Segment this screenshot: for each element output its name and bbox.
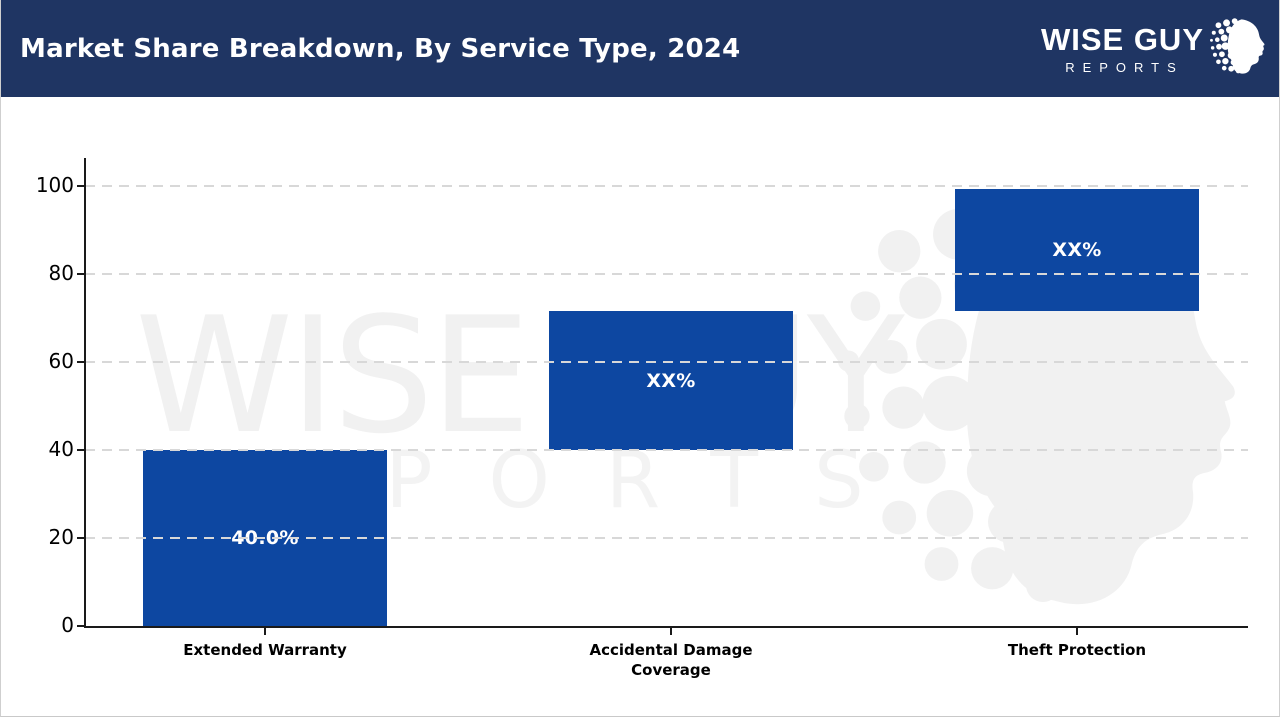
y-axis-tick xyxy=(77,185,85,187)
logo-text: WISE GUY REPORTS xyxy=(1041,22,1204,75)
y-axis-tick xyxy=(77,625,85,627)
wise-guy-reports-logo: WISE GUY REPORTS xyxy=(1041,7,1280,91)
logo-head-icon xyxy=(1210,17,1265,74)
bar-value-label: XX% xyxy=(646,369,696,392)
y-gridline xyxy=(85,185,1248,187)
chart-title: Market Share Breakdown, By Service Type,… xyxy=(20,33,741,64)
y-axis-line xyxy=(84,158,86,627)
y-tick-label: 40 xyxy=(48,437,74,461)
y-gridline xyxy=(85,449,1248,451)
y-tick-label: 60 xyxy=(48,349,74,373)
x-category-label: Extended Warranty xyxy=(183,641,347,659)
logo-brand-text: WISE GUY xyxy=(1040,22,1204,57)
y-axis-tick xyxy=(77,449,85,451)
x-axis-tick xyxy=(670,628,672,635)
y-gridline xyxy=(85,361,1248,363)
y-tick-label: 100 xyxy=(35,173,74,197)
x-axis-tick xyxy=(264,628,266,635)
y-gridline xyxy=(85,273,1248,275)
bar-2: XX% xyxy=(549,311,793,450)
y-gridline xyxy=(85,537,1248,539)
x-axis-line xyxy=(84,626,1248,628)
bar-3: XX% xyxy=(955,189,1199,312)
y-axis-tick xyxy=(77,537,85,539)
x-category-label: Theft Protection xyxy=(1007,641,1147,659)
bar-value-label: XX% xyxy=(1052,239,1102,262)
header-bar: Market Share Breakdown, By Service Type,… xyxy=(0,0,1280,97)
y-axis-tick xyxy=(77,273,85,275)
y-tick-label: 0 xyxy=(61,613,74,637)
x-category-label: Accidental Damage Coverage xyxy=(589,641,753,679)
y-tick-label: 80 xyxy=(48,261,74,285)
x-axis-tick xyxy=(1076,628,1078,635)
y-tick-label: 20 xyxy=(48,525,74,549)
y-axis-tick xyxy=(77,361,85,363)
logo-reports-text: REPORTS xyxy=(1065,60,1184,75)
